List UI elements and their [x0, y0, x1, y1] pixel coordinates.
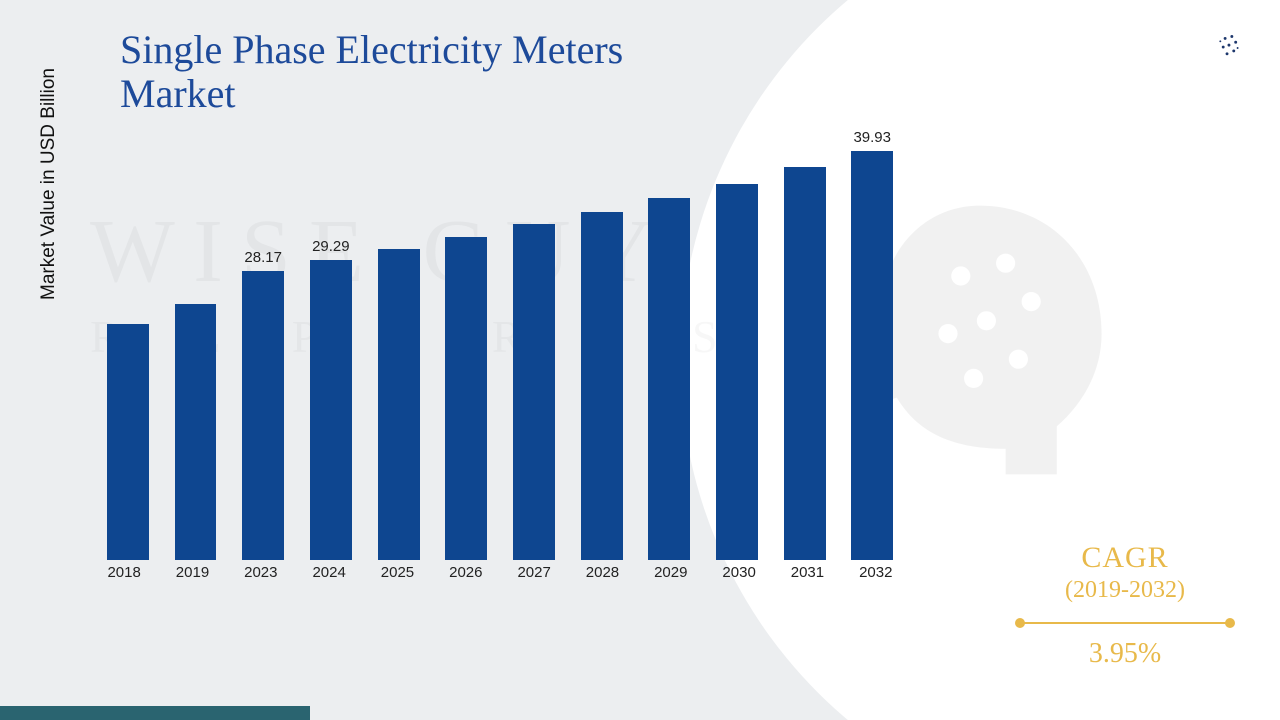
logo-line1-text: WISE GUY	[985, 29, 1198, 67]
cagr-title: CAGR	[1000, 541, 1250, 575]
bar	[378, 249, 420, 560]
report-slide: Single Phase Electricity Meters Market W…	[0, 0, 1280, 720]
cagr-value: 3.95%	[1000, 638, 1250, 670]
bar	[581, 212, 623, 561]
bar: 39.93	[851, 151, 893, 560]
x-tick-label: 2018	[90, 564, 158, 581]
accent-bar	[0, 706, 310, 720]
x-tick-label: 2027	[500, 564, 568, 581]
bar	[513, 224, 555, 560]
bar-slot	[162, 150, 230, 560]
x-tick-label: 2026	[432, 564, 500, 581]
bar	[175, 304, 217, 560]
bar-value-label: 39.93	[843, 129, 902, 146]
logo-line2-text: R E P O R T S	[985, 74, 1248, 92]
bar-slot	[771, 150, 839, 560]
x-tick-label: 2030	[705, 564, 773, 581]
bar-slot	[568, 150, 636, 560]
bar-slot	[635, 150, 703, 560]
x-tick-label: 2029	[637, 564, 705, 581]
x-tick-label: 2024	[295, 564, 363, 581]
cagr-box: CAGR (2019-2032) 3.95%	[1000, 541, 1250, 670]
x-tick-label: 2023	[227, 564, 295, 581]
bar-value-label: 28.17	[234, 249, 293, 266]
x-tick-label: 2032	[842, 564, 910, 581]
bar-slot	[94, 150, 162, 560]
y-axis-label: Market Value in USD Billion	[38, 68, 60, 300]
bar	[784, 167, 826, 560]
bar-slot	[500, 150, 568, 560]
chart-title: Single Phase Electricity Meters Market	[120, 28, 740, 116]
cagr-range: (2019-2032)	[1000, 577, 1250, 604]
bars-container: 28.17 29.29 39.93	[90, 150, 910, 560]
bar	[716, 184, 758, 560]
bar-slot	[365, 150, 433, 560]
x-tick-label: 2028	[568, 564, 636, 581]
bar	[648, 198, 690, 560]
bar-value-label: 29.29	[301, 238, 360, 255]
x-axis-labels: 2018201920232024202520262027202820292030…	[90, 564, 910, 581]
cagr-divider	[1020, 622, 1230, 624]
bar: 29.29	[310, 260, 352, 560]
bar: 28.17	[242, 271, 284, 560]
bar-slot: 29.29	[297, 150, 365, 560]
chart-plot: 28.17 29.29 39.93	[90, 150, 910, 560]
bar	[445, 237, 487, 560]
bar-slot	[432, 150, 500, 560]
bar-slot	[703, 150, 771, 560]
logo-text-1: WISE GUY	[985, 24, 1252, 72]
brand-logo: WISE GUY R E P O R T S	[985, 24, 1252, 92]
bar	[107, 324, 149, 560]
x-tick-label: 2019	[158, 564, 226, 581]
bar-slot: 39.93	[838, 150, 906, 560]
logo-head-icon	[1204, 24, 1252, 72]
x-tick-label: 2031	[773, 564, 841, 581]
bar-slot: 28.17	[229, 150, 297, 560]
x-tick-label: 2025	[363, 564, 431, 581]
